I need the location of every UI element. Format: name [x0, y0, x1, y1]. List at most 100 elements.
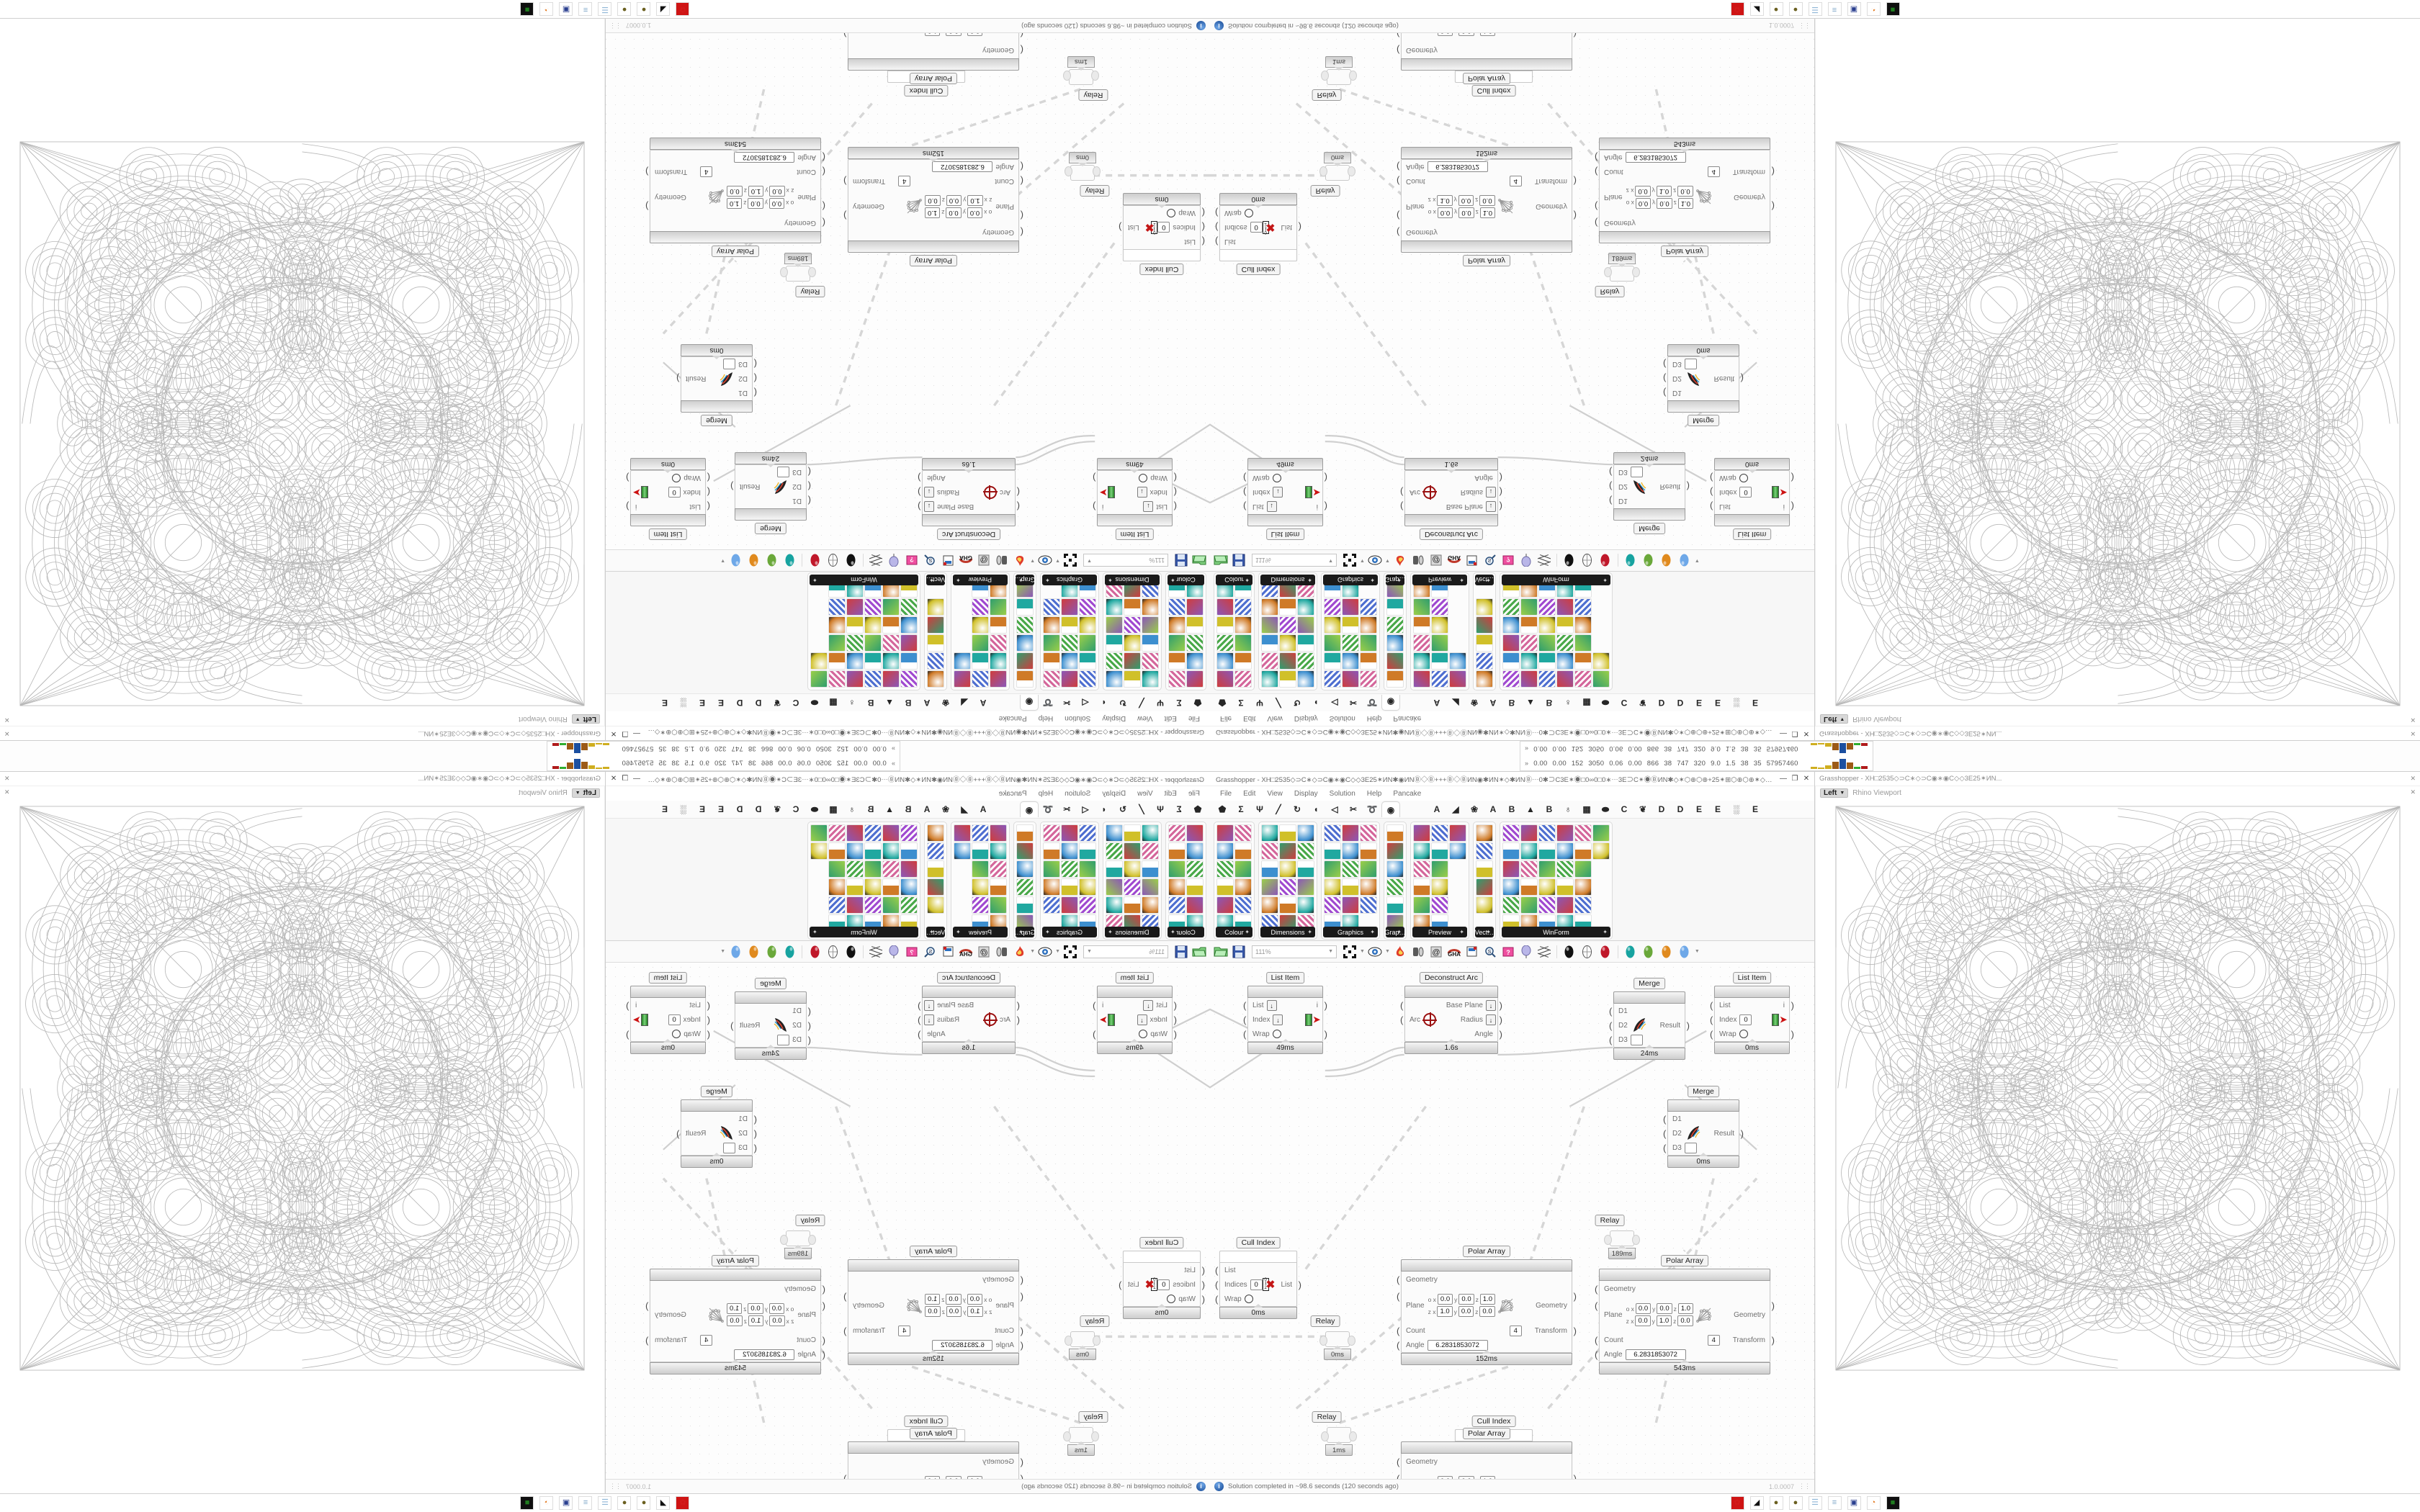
node-list-item-2[interactable]: List Item (List i) (Index 0 ➤ (Wrap ) 0m…	[626, 458, 710, 540]
hsv-icon[interactable]	[1234, 842, 1252, 860]
help-pink-icon[interactable]: ?	[904, 944, 920, 960]
poly-white-icon[interactable]	[1043, 652, 1060, 670]
chart-bar-icon[interactable]	[1386, 824, 1404, 842]
slider-h-icon[interactable]	[882, 652, 900, 670]
menu-item-view[interactable]: View	[1267, 714, 1283, 723]
gha-icon[interactable]: GHA	[1446, 553, 1462, 569]
plane-oz[interactable]: 1.0	[1479, 1476, 1496, 1479]
dim-mesh-icon[interactable]	[1279, 878, 1296, 896]
grid-green-icon[interactable]	[882, 878, 900, 896]
plane-oy[interactable]: 0.0	[748, 198, 763, 209]
ribbon-tab-3[interactable]: ╱	[1276, 804, 1281, 814]
ribbon-tab-5[interactable]: ◖	[1313, 804, 1319, 814]
ribbon-tab-0[interactable]: ⬟	[1193, 804, 1202, 814]
menu-item-solution[interactable]: Solution	[1065, 714, 1091, 723]
zoom-extents-icon[interactable]	[1342, 553, 1358, 569]
cluster-icon[interactable]	[994, 553, 1010, 569]
count-input[interactable]: 4	[898, 1325, 911, 1336]
switch-icon[interactable]	[1556, 824, 1574, 842]
egg-red-icon[interactable]	[807, 944, 823, 960]
grapes-icon[interactable]	[990, 598, 1007, 616]
app-icon-redflower[interactable]: ✿	[676, 1496, 690, 1510]
ribbon-group-expand-icon[interactable]: ✦	[1245, 577, 1250, 583]
plane-oy[interactable]: 0.0	[1657, 1303, 1672, 1314]
bar-chart-icon[interactable]	[810, 670, 828, 688]
close-button[interactable]: ✕	[610, 775, 617, 783]
dim-hatch-icon[interactable]	[1279, 670, 1296, 688]
ribbon-tab-8[interactable]: ➰	[1042, 804, 1054, 814]
maximize-button[interactable]: ❐	[1791, 775, 1798, 783]
ribbon-tab-extra-2[interactable]: ❀	[1470, 698, 1479, 708]
dots-ring-icon[interactable]	[1079, 616, 1096, 634]
link-icon[interactable]	[1342, 598, 1359, 616]
dim-grid-icon[interactable]	[1279, 842, 1296, 860]
ribbon-group-expand-icon[interactable]: ✦	[1170, 929, 1175, 935]
app-icon-document[interactable]: ≡	[1827, 1496, 1842, 1510]
resize-grip-icon[interactable]: ⋮⋮	[610, 22, 622, 30]
bubble-blue-icon[interactable]	[1413, 860, 1430, 878]
chevron-down-icon[interactable]: ▼	[1087, 558, 1092, 563]
zoom-level-input[interactable]: 111% ▼	[1083, 945, 1168, 958]
diagonal-frame-icon[interactable]	[972, 860, 989, 878]
egg-wire-icon[interactable]	[1579, 553, 1595, 569]
target-icon[interactable]	[1324, 860, 1341, 878]
view-eye-dropdown[interactable]: ▼	[1384, 558, 1390, 563]
hatch-green-icon[interactable]	[1520, 670, 1538, 688]
ribbon-tab-extra-8[interactable]: ▦	[829, 698, 838, 708]
ribbon-tab-1[interactable]: Σ	[1238, 698, 1244, 708]
grapes-icon[interactable]	[1413, 598, 1430, 616]
ribbon-tab-7[interactable]: ✂	[1062, 698, 1071, 708]
ribbon-tab-extra-4[interactable]: B	[1508, 804, 1515, 814]
battery-icon[interactable]	[1574, 598, 1592, 616]
app-icon-document[interactable]: ≡	[578, 2, 593, 16]
ribbon-tab-1[interactable]: Σ	[1176, 698, 1182, 708]
graph-line-icon[interactable]	[1016, 634, 1034, 652]
save-file-icon[interactable]	[1231, 553, 1247, 569]
rhino-panel-close-icon[interactable]: ✕	[4, 730, 10, 737]
ribbon-tab-extra-3[interactable]: A	[923, 804, 931, 814]
gha-icon[interactable]: GHA	[1446, 944, 1462, 960]
menu-item-solution[interactable]: Solution	[1329, 789, 1355, 798]
sphere-grey-icon[interactable]	[1324, 824, 1341, 842]
tag-x-icon[interactable]	[1142, 824, 1159, 842]
count-input[interactable]: 4	[1509, 176, 1522, 187]
diagonal-frame-icon[interactable]	[972, 634, 989, 652]
arrows-green-icon[interactable]	[927, 616, 944, 634]
menu-item-view[interactable]: View	[1137, 789, 1153, 798]
node-polar-array-3[interactable]: Polar Array ( Geometry ( Plane o x0.0y0.…	[843, 1428, 1023, 1479]
swatch-red-icon[interactable]	[1168, 670, 1186, 688]
photo-frame-icon[interactable]	[954, 824, 971, 842]
ribbon-tab-extra-8[interactable]: ▦	[829, 804, 838, 814]
d3-input[interactable]	[777, 467, 790, 478]
ribbon-group-expand-icon[interactable]: ✦	[956, 929, 961, 935]
egg-black-icon[interactable]	[843, 944, 859, 960]
menu-item-file[interactable]: File	[1188, 714, 1200, 723]
plane-zz[interactable]: 0.0	[727, 1315, 743, 1326]
app-icon-blender-b[interactable]: ●	[1788, 2, 1803, 16]
ring-white-icon[interactable]	[1342, 616, 1359, 634]
ribbon-group-expand-icon[interactable]: ✦	[1397, 577, 1402, 583]
ribbon-tab-8[interactable]: ➰	[1042, 698, 1054, 708]
egg-green-icon[interactable]	[1641, 944, 1657, 960]
squiggle-icon[interactable]	[1476, 652, 1493, 670]
search-icon[interactable]: S	[922, 944, 938, 960]
d3-input[interactable]	[723, 1142, 736, 1153]
relay-body[interactable]	[1070, 1331, 1095, 1347]
ribbon-tab-extra-2[interactable]: ❀	[1470, 804, 1479, 814]
tag-x-icon[interactable]	[1261, 670, 1278, 688]
zoom-extents-icon[interactable]	[1062, 553, 1078, 569]
egg-red-icon[interactable]	[807, 553, 823, 569]
info-icon[interactable]: i	[1196, 1482, 1206, 1491]
arrows-red-icon[interactable]	[927, 860, 944, 878]
plane-zy[interactable]: 0.0	[1458, 1306, 1474, 1317]
dim-grid-icon[interactable]	[1279, 652, 1296, 670]
ribbon-tab-extra-2[interactable]: ❀	[941, 804, 950, 814]
ribbon-tab-extra-11[interactable]: ❦	[773, 804, 781, 814]
display-mode-dropdown[interactable]: ▼	[720, 558, 726, 563]
radius-dnarrow-icon[interactable]: ↓	[924, 1014, 934, 1025]
list-lines-icon[interactable]	[900, 634, 918, 652]
grasshopper-titlebar[interactable]: Grasshopper - XH□2535◇⊃C∗◇⊃C◉∗◉C◇◇3E25✶И…	[1210, 726, 1814, 740]
ribbon-tab-6[interactable]: ◁	[1331, 804, 1338, 814]
stack-photo-icon[interactable]	[1431, 896, 1448, 914]
dim-curve-icon[interactable]	[1297, 670, 1314, 688]
